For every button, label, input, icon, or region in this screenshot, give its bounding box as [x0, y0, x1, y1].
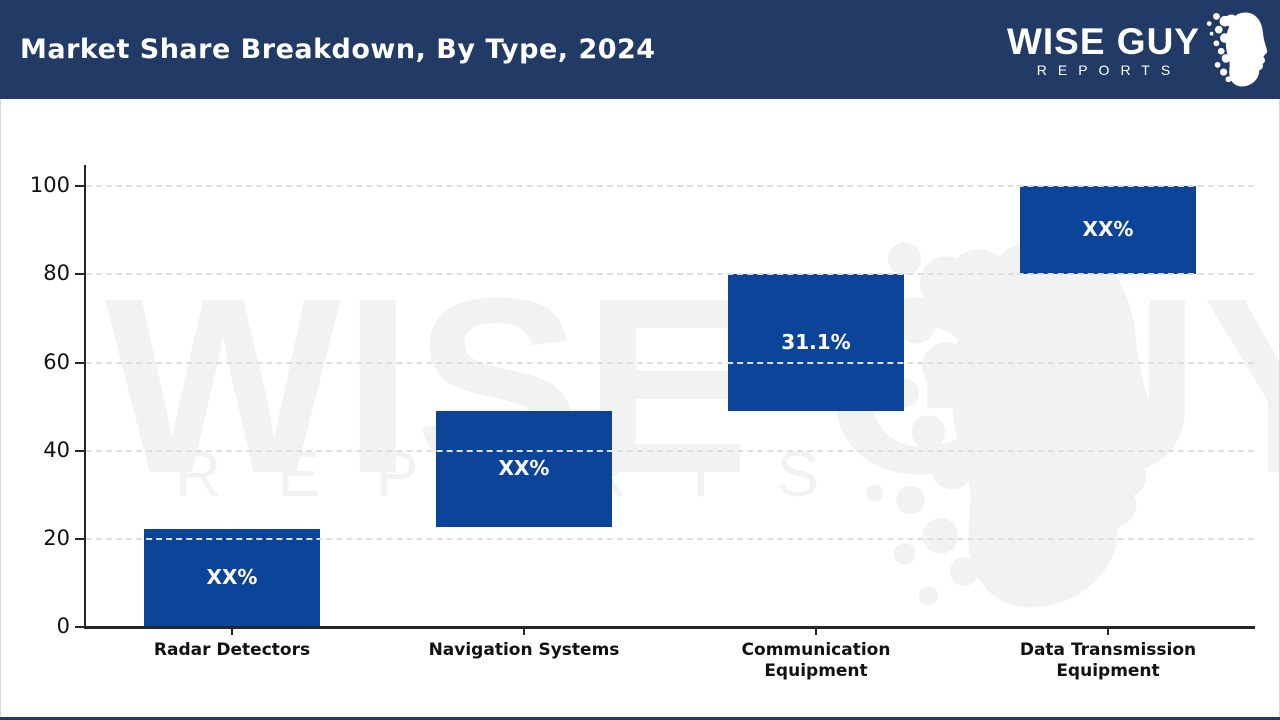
bar-value-label: XX%: [206, 564, 258, 589]
y-tick-60: [75, 361, 86, 364]
gridline-80: [86, 273, 1254, 276]
bar-segment: [436, 411, 612, 528]
gridline-60: [86, 361, 1254, 364]
x-category-label: Communication Equipment: [741, 640, 891, 681]
y-tick-20: [75, 537, 86, 540]
gridline-40: [86, 449, 1254, 452]
y-tick-100: [75, 185, 86, 188]
x-category-label: Data Transmission Equipment: [1019, 640, 1197, 681]
x-tick: [231, 627, 233, 635]
x-category-label: Navigation Systems: [428, 640, 620, 660]
brand-logo: WISE GUY REPORTS: [1007, 4, 1274, 96]
y-tick-0: [75, 626, 86, 628]
y-tick-label-60: 60: [43, 349, 70, 374]
x-tick: [523, 627, 525, 635]
x-category-label: Radar Detectors: [153, 640, 311, 660]
gridline-100: [86, 185, 1254, 188]
bar-segment: [144, 528, 320, 627]
gridline-20: [86, 537, 1254, 540]
y-tick-label-80: 80: [43, 261, 70, 286]
y-tick-label-20: 20: [43, 525, 70, 550]
brand-wordmark: WISE GUY REPORTS: [1006, 20, 1200, 78]
page-title: Market Share Breakdown, By Type, 2024: [20, 34, 656, 65]
y-tick-label-0: 0: [56, 614, 70, 638]
y-tick-40: [75, 449, 86, 452]
x-tick: [1107, 627, 1109, 635]
left-border: [0, 99, 1, 717]
bar-value-label: XX%: [498, 456, 550, 481]
bar-value-label: 31.1%: [781, 329, 851, 354]
y-tick-label-40: 40: [43, 437, 70, 462]
y-axis-line: [84, 165, 86, 629]
bar-value-label: XX%: [1082, 217, 1134, 242]
x-tick: [815, 627, 817, 635]
brand-name: WISE GUY: [1006, 20, 1200, 62]
brand-head-icon: [1206, 12, 1268, 87]
header-bar: Market Share Breakdown, By Type, 2024: [0, 0, 1280, 99]
y-tick-label-100: 100: [29, 173, 70, 198]
y-tick-80: [75, 273, 86, 276]
x-axis-line: [84, 626, 1255, 629]
brand-subname: REPORTS: [1036, 61, 1182, 78]
footer-bar: [0, 717, 1280, 720]
